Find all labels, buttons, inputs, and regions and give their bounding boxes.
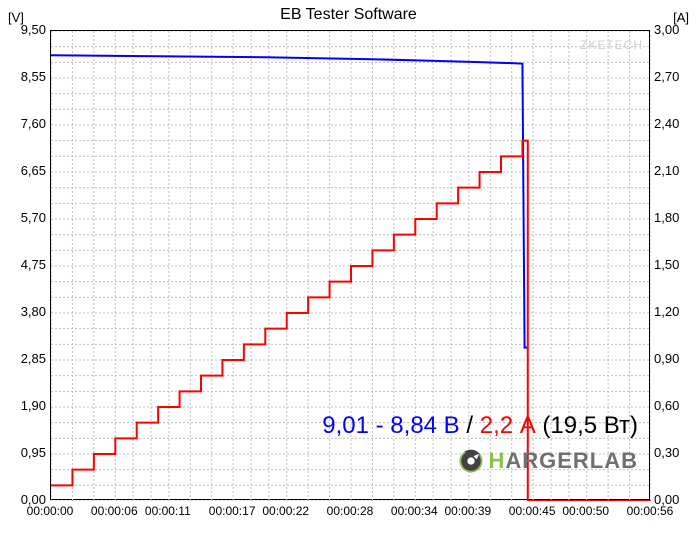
x-tick: 00:00:06 <box>91 504 138 518</box>
y-right-tick: 0,60 <box>654 398 679 413</box>
y-right-tick: 1,20 <box>654 304 679 319</box>
x-tick: 00:00:39 <box>444 504 491 518</box>
y-left-tick: 5,70 <box>6 210 46 225</box>
x-tick: 00:00:00 <box>27 504 74 518</box>
x-tick: 00:00:11 <box>145 504 191 518</box>
y-right-tick: 2,10 <box>654 163 679 178</box>
branding-logo: HARGERLAB <box>458 448 638 474</box>
summary-watts: (19,5 Вт) <box>536 412 638 439</box>
y-right-tick: 2,70 <box>654 69 679 84</box>
branding-accent: H <box>488 448 505 473</box>
summary-text: 9,01 - 8,84 В / 2,2 А (19,5 Вт) <box>322 412 638 440</box>
summary-separator: / <box>460 412 480 439</box>
x-tick: 00:00:28 <box>327 504 374 518</box>
chart-title: EB Tester Software <box>0 6 697 24</box>
summary-voltage: 9,01 - 8,84 В <box>322 412 459 439</box>
y-left-tick: 1,90 <box>6 398 46 413</box>
x-tick: 00:00:45 <box>509 504 556 518</box>
branding-rest: ARGERLAB <box>505 448 638 473</box>
y-right-tick: 1,80 <box>654 210 679 225</box>
branding-icon <box>458 448 484 474</box>
x-tick: 00:00:50 <box>562 504 609 518</box>
y-left-tick: 2,85 <box>6 351 46 366</box>
summary-current: 2,2 А <box>480 412 536 439</box>
y-left-tick: 4,75 <box>6 257 46 272</box>
y-right-tick: 2,40 <box>654 116 679 131</box>
x-tick: 00:00:34 <box>391 504 438 518</box>
y-left-tick: 7,60 <box>6 116 46 131</box>
x-tick: 00:00:56 <box>627 504 674 518</box>
series-voltage <box>51 55 528 347</box>
y-right-tick: 0,90 <box>654 351 679 366</box>
branding-text: HARGERLAB <box>488 448 638 474</box>
y-right-tick: 3,00 <box>654 22 679 37</box>
y-left-tick: 6,65 <box>6 163 46 178</box>
y-right-tick: 0,30 <box>654 445 679 460</box>
y-right-tick: 1,50 <box>654 257 679 272</box>
chart-root: EB Tester Software [V] [A] ZKETECH 0,000… <box>0 0 697 542</box>
y-left-tick: 0,95 <box>6 445 46 460</box>
y-left-tick: 9,50 <box>6 22 46 37</box>
y-left-tick: 8,55 <box>6 69 46 84</box>
x-tick: 00:00:22 <box>262 504 309 518</box>
x-tick: 00:00:17 <box>209 504 256 518</box>
watermark: ZKETECH <box>580 38 643 52</box>
y-left-tick: 3,80 <box>6 304 46 319</box>
